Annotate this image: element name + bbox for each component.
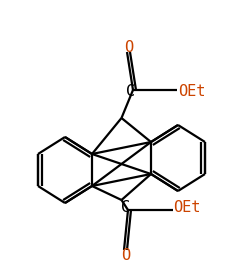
Text: OEt: OEt <box>178 84 206 99</box>
Text: C: C <box>126 84 135 99</box>
Text: C: C <box>122 201 130 216</box>
Text: O: O <box>124 40 133 55</box>
Text: OEt: OEt <box>173 201 201 216</box>
Text: O: O <box>122 248 130 263</box>
